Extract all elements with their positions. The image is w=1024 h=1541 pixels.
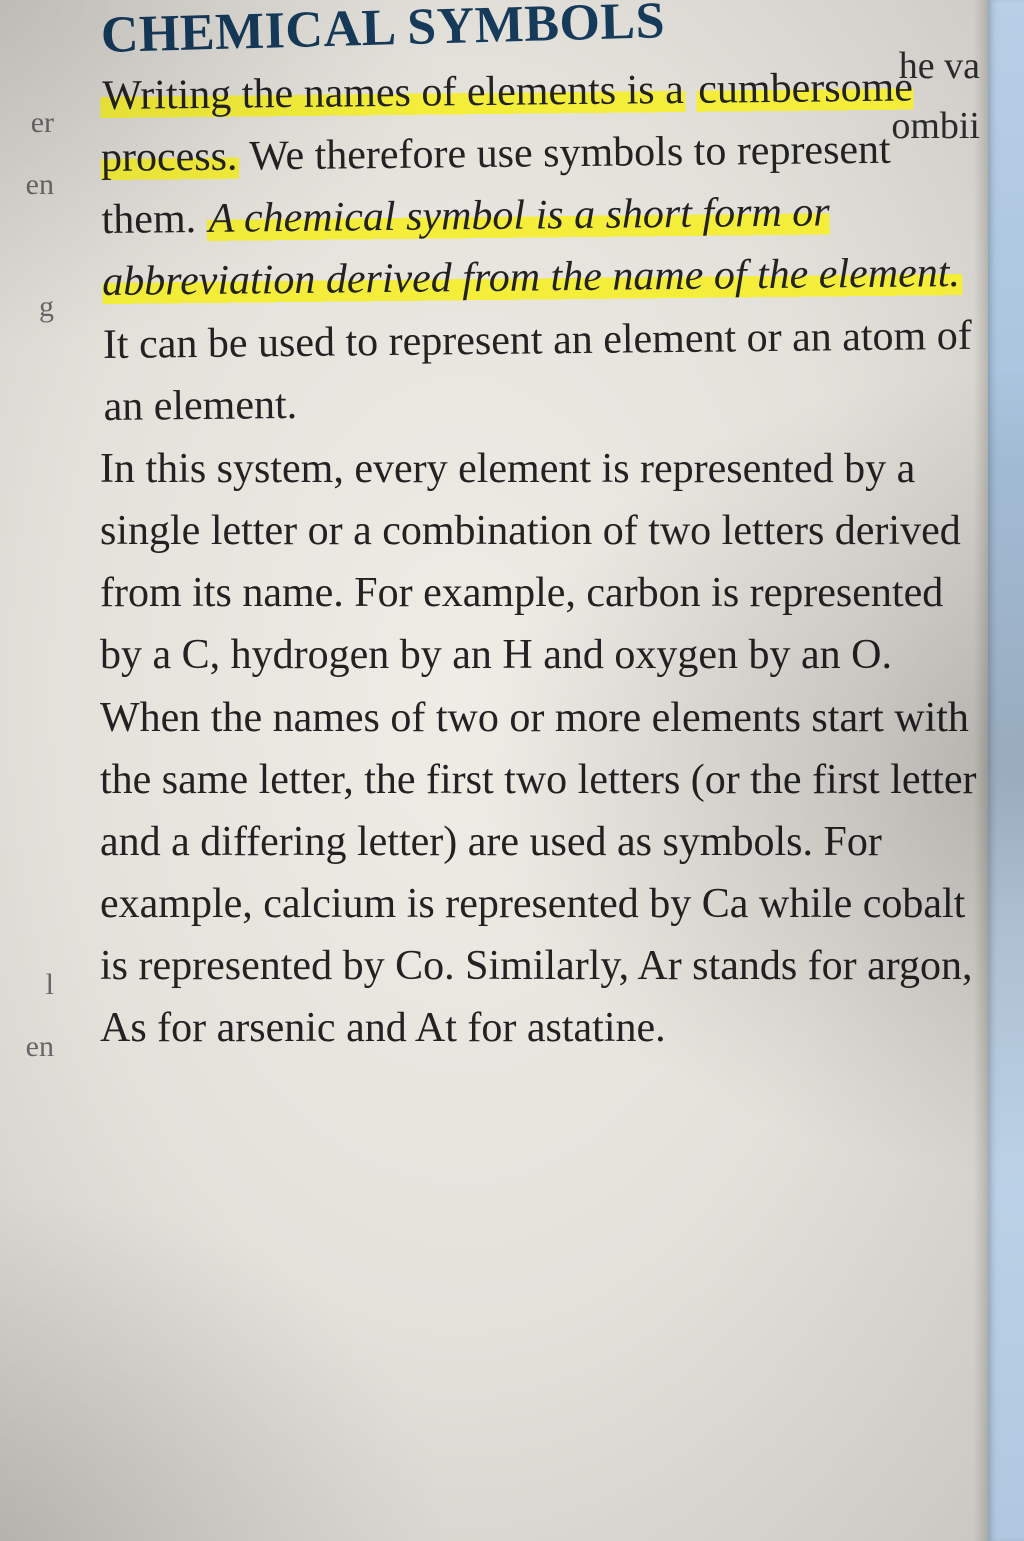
main-text-column: CHEMICAL SYMBOLS Writing the names of el… [100, 0, 980, 1060]
margin-fragment: en [26, 170, 54, 200]
left-margin-fragments: er en g l en [0, 0, 58, 1541]
section-heading: CHEMICAL SYMBOLS [100, 0, 981, 65]
highlighted-italic-definition: A chemical symbol is a short form or abb… [102, 190, 962, 306]
paragraph-3: When the names of two or more elements s… [100, 687, 980, 1060]
adjacent-page-edge [988, 0, 1024, 1541]
margin-fragment: g [39, 292, 54, 322]
margin-fragment: en [26, 1032, 54, 1062]
margin-fragment: er [31, 108, 54, 138]
margin-fragment: l [46, 970, 54, 1000]
highlighted-text: Writing the names of elements is a [100, 67, 686, 119]
paragraph-1: Writing the names of elements is a cumbe… [100, 56, 984, 438]
paragraph-2: In this system, every element is represe… [100, 438, 980, 687]
body-text: It can be used to represent an element o… [103, 313, 972, 430]
textbook-page: er en g l en he va ombii CHEMICAL SYMBOL… [0, 0, 1024, 1541]
